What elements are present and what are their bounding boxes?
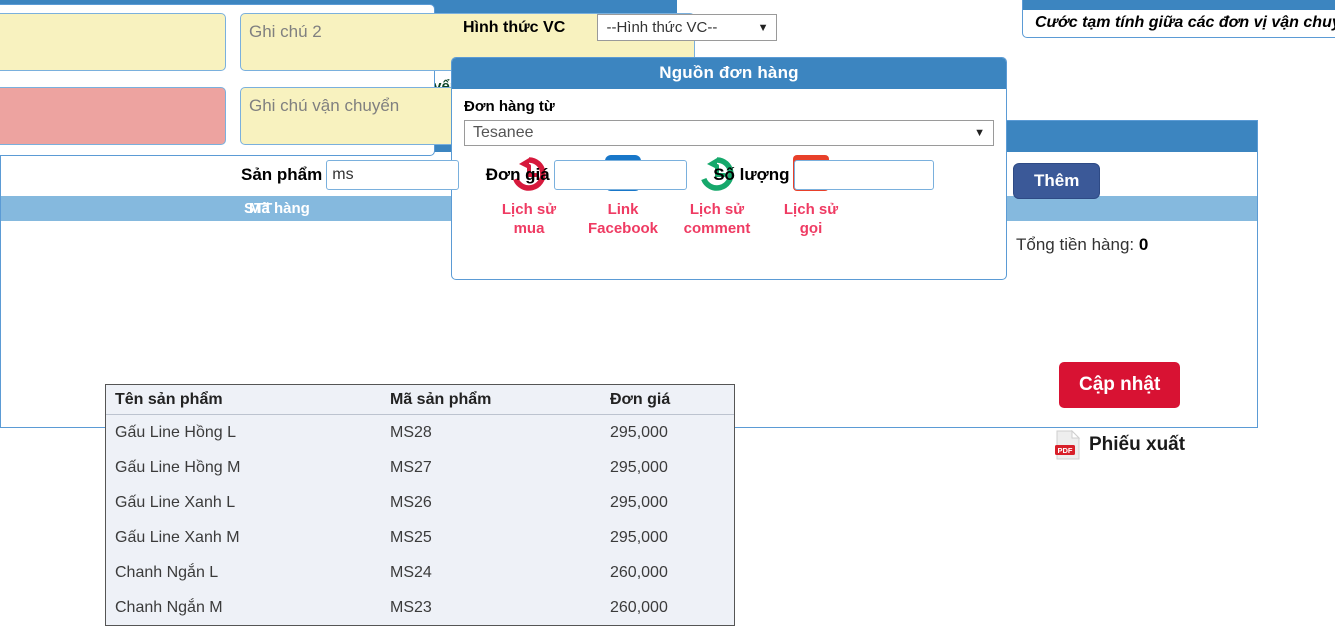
autocomplete-item-code: MS23	[390, 598, 432, 616]
autocomplete-col-code: Mã sản phẩm	[390, 390, 492, 408]
link-label-line1: Link	[607, 201, 639, 218]
product-input[interactable]	[326, 160, 460, 190]
autocomplete-item[interactable]: Chanh Ngắn M MS23 260,000	[106, 590, 734, 625]
qty-field: Số lượng	[713, 160, 934, 190]
price-input[interactable]	[553, 160, 687, 190]
export-pdf-label: Phiếu xuất	[1089, 434, 1186, 455]
note-1-textarea[interactable]: Ghi chú 1	[0, 13, 226, 71]
order-from-select[interactable]: Tesanee ▼	[464, 120, 994, 146]
autocomplete-col-price: Đơn giá	[610, 390, 671, 408]
shipping-fee-note: Cước tạm tính giữa các đơn vị vận chuyển	[1035, 14, 1335, 31]
shipping-method-label: Hình thức VC	[463, 18, 566, 36]
chevron-down-icon: ▼	[974, 127, 985, 139]
total-value: 0	[1138, 235, 1149, 254]
pdf-icon: PDF	[1055, 429, 1081, 460]
autocomplete-item-name: Gấu Line Xanh L	[115, 493, 236, 511]
svg-text:PDF: PDF	[1058, 446, 1073, 455]
shipping-fee-title	[1023, 0, 1335, 10]
column-ma-hang: Mã hàng	[249, 200, 310, 217]
link-label-line1: Lịch sử	[689, 201, 745, 218]
link-lich-su-mua[interactable]: Lịch sử mua	[482, 154, 576, 238]
chevron-down-icon: ▼	[757, 21, 769, 34]
update-button[interactable]: Cập nhật	[1059, 362, 1181, 408]
autocomplete-item-name: Chanh Ngắn M	[115, 598, 223, 616]
shipping-method-value: --Hình thức VC--	[606, 19, 718, 36]
autocomplete-item[interactable]: Gấu Line Xanh M MS25 295,000	[106, 520, 734, 555]
product-table-body: Tổng tiền hàng: 0	[1, 221, 1257, 428]
total-amount-line: Tổng tiền hàng: 0	[1016, 235, 1148, 255]
autocomplete-col-name: Tên sản phẩm	[115, 390, 223, 408]
history-icon-green	[670, 154, 764, 200]
order-source-title: Nguồn đơn hàng	[452, 58, 1006, 89]
autocomplete-item-price: 260,000	[610, 563, 668, 581]
link-label-line1: Lịch sử	[501, 201, 557, 218]
autocomplete-header: Tên sản phẩm Mã sản phẩm Đơn giá	[106, 385, 734, 415]
autocomplete-item-price: 295,000	[610, 493, 668, 511]
link-label-line2: mua	[513, 220, 545, 237]
autocomplete-item-code: MS25	[390, 528, 432, 546]
autocomplete-item-price: 260,000	[610, 598, 668, 616]
export-pdf-link[interactable]: PDF Phiếu xuất	[1055, 429, 1186, 460]
shipping-method-form: Hình thức VC --Hình thức VC-- ▼	[463, 14, 1008, 41]
link-label-line2: gọi	[799, 220, 823, 237]
autocomplete-item[interactable]: Chanh Ngắn L MS24 260,000	[106, 555, 734, 590]
autocomplete-item-name: Chanh Ngắn L	[115, 563, 219, 581]
product-label: Sản phẩm	[241, 165, 323, 184]
autocomplete-item-price: 295,000	[610, 423, 668, 441]
autocomplete-item-name: Gấu Line Hồng M	[115, 458, 241, 476]
autocomplete-item-price: 295,000	[610, 528, 668, 546]
autocomplete-item-code: MS27	[390, 458, 432, 476]
notes-panel: Ghi chú 1 Ghi chú 2 Lý do huỷ Ghi chú vậ…	[0, 4, 695, 156]
link-label-line2: Facebook	[587, 220, 659, 237]
add-product-button[interactable]: Thêm	[1013, 163, 1101, 199]
product-entry-row: Sản phẩm Đơn giá Số lượng Thêm	[1, 152, 1257, 199]
autocomplete-item-name: Gấu Line Xanh M	[115, 528, 240, 546]
order-from-value: Tesanee	[473, 124, 534, 141]
order-from-label: Đơn hàng từ	[464, 98, 555, 115]
link-label-line1: Lịch sử	[783, 201, 839, 218]
product-autocomplete-dropdown[interactable]: Tên sản phẩm Mã sản phẩm Đơn giá Gấu Lin…	[105, 384, 735, 626]
total-label: Tổng tiền hàng:	[1016, 235, 1135, 254]
autocomplete-item-code: MS28	[390, 423, 432, 441]
autocomplete-item-price: 295,000	[610, 458, 668, 476]
column-stt: STT	[244, 200, 273, 217]
autocomplete-item[interactable]: Gấu Line Hồng M MS27 295,000	[106, 450, 734, 485]
qty-label: Số lượng	[713, 165, 790, 184]
cancel-reason-textarea[interactable]: Lý do huỷ	[0, 87, 226, 145]
autocomplete-item[interactable]: Gấu Line Xanh L MS26 295,000	[106, 485, 734, 520]
link-label-line2: comment	[683, 220, 751, 237]
history-icon-red	[482, 154, 576, 200]
autocomplete-item-code: MS24	[390, 563, 432, 581]
autocomplete-item-name: Gấu Line Hồng L	[115, 423, 236, 441]
shipping-method-select[interactable]: --Hình thức VC-- ▼	[597, 14, 778, 41]
link-lich-su-comment[interactable]: Lịch sử comment	[670, 154, 764, 238]
qty-input[interactable]	[793, 160, 934, 190]
price-field: Đơn giá	[486, 160, 687, 190]
shipping-fee-panel: Cước tạm tính giữa các đơn vị vận chuyển	[1022, 0, 1335, 38]
product-info-panel: Thông tin sản phẩm Sản phẩm Đơn giá Số l…	[0, 120, 1258, 428]
price-label: Đơn giá	[485, 165, 550, 184]
autocomplete-item-code: MS26	[390, 493, 432, 511]
autocomplete-item[interactable]: Gấu Line Hồng L MS28 295,000	[106, 415, 734, 450]
product-field: Sản phẩm	[241, 160, 460, 190]
